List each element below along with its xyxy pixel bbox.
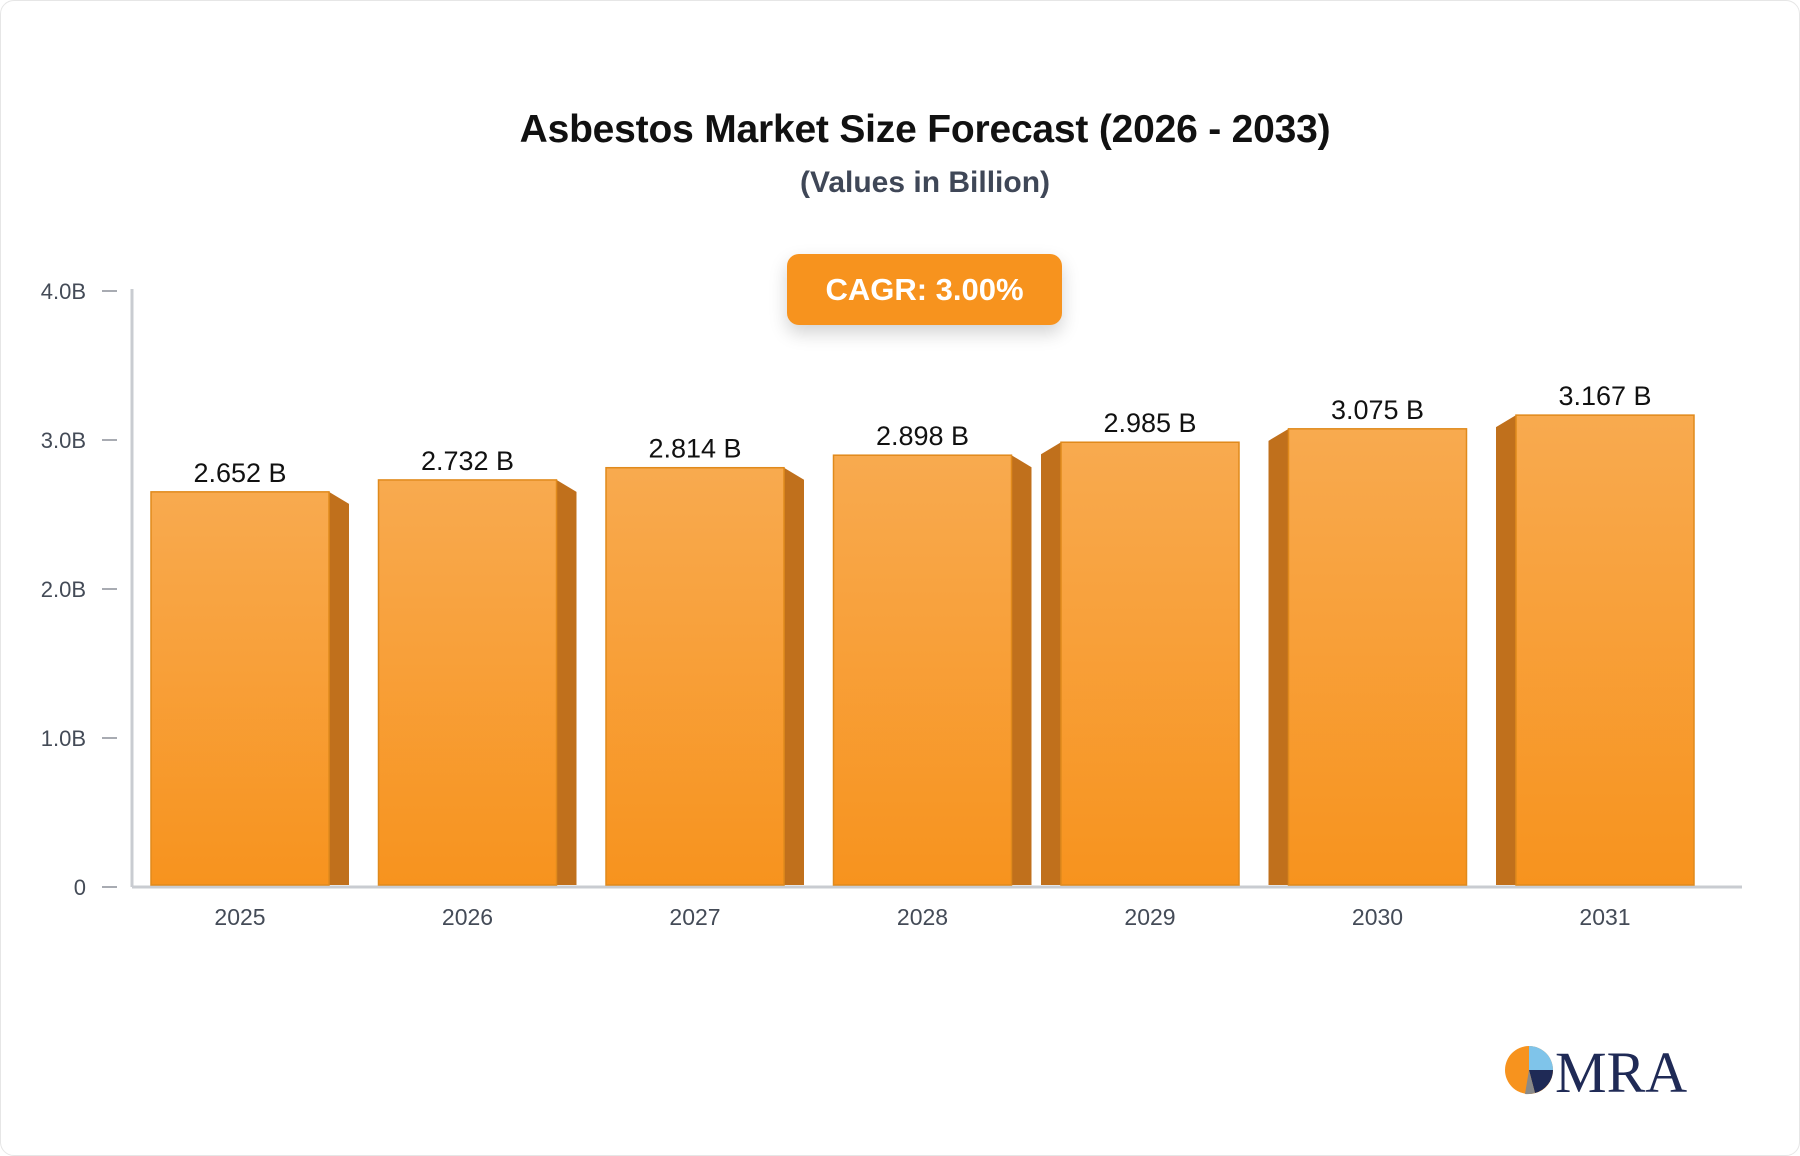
data-label-2031: 3.167 B [1558,381,1651,411]
data-label-2028: 2.898 B [876,421,969,451]
bar-2031 [1515,414,1695,886]
bar-side-2027 [784,467,804,885]
x-tick-label-2028: 2028 [897,904,948,930]
y-tick-label: 2.0B [41,577,86,602]
bar-side-2029 [1041,442,1061,885]
mra-logo-mark: MRA [1505,1040,1687,1105]
chart-title: Asbestos Market Size Forecast (2026 - 20… [519,108,1331,151]
bar-side-2025 [329,491,349,885]
bar-side-2026 [556,479,577,885]
data-label-2029: 2.985 B [1103,408,1196,438]
bar-2029 [1060,441,1240,886]
logo-slice-navy [1529,1070,1553,1093]
bar-2026 [377,479,558,886]
bar-side-2030 [1268,428,1289,885]
y-tick-label: 1.0B [41,726,86,751]
x-tick-label-2027: 2027 [669,904,720,930]
cagr-badge: CAGR: 3.00% [787,254,1062,325]
bar-2025 [150,491,330,886]
bar-side-2031 [1496,415,1516,885]
x-tick-label-2031: 2031 [1579,904,1630,930]
mra-logo: MRA [1505,1040,1705,1105]
data-label-2025: 2.652 B [193,458,286,488]
x-tick-label-2025: 2025 [214,904,265,930]
x-tick-label-2029: 2029 [1124,904,1175,930]
y-tick-label: 4.0B [41,279,86,304]
x-tick-label-2030: 2030 [1352,904,1403,930]
logo-slice-blue [1529,1046,1553,1070]
logo-slice-gray [1525,1070,1535,1095]
bar-2030 [1287,428,1468,886]
bar-2027 [605,466,785,886]
y-tick-label: 0 [74,875,86,900]
data-label-2026: 2.732 B [421,446,514,476]
logo-text: MRA [1555,1040,1687,1100]
bar-side-2028 [1011,455,1032,885]
data-label-2027: 2.814 B [648,434,741,464]
chart-subtitle: (Values in Billion) [799,166,1051,199]
x-tick-label-2026: 2026 [442,904,493,930]
y-tick-label: 3.0B [41,428,86,453]
bar-2028 [832,454,1013,886]
data-label-2030: 3.075 B [1331,395,1424,425]
